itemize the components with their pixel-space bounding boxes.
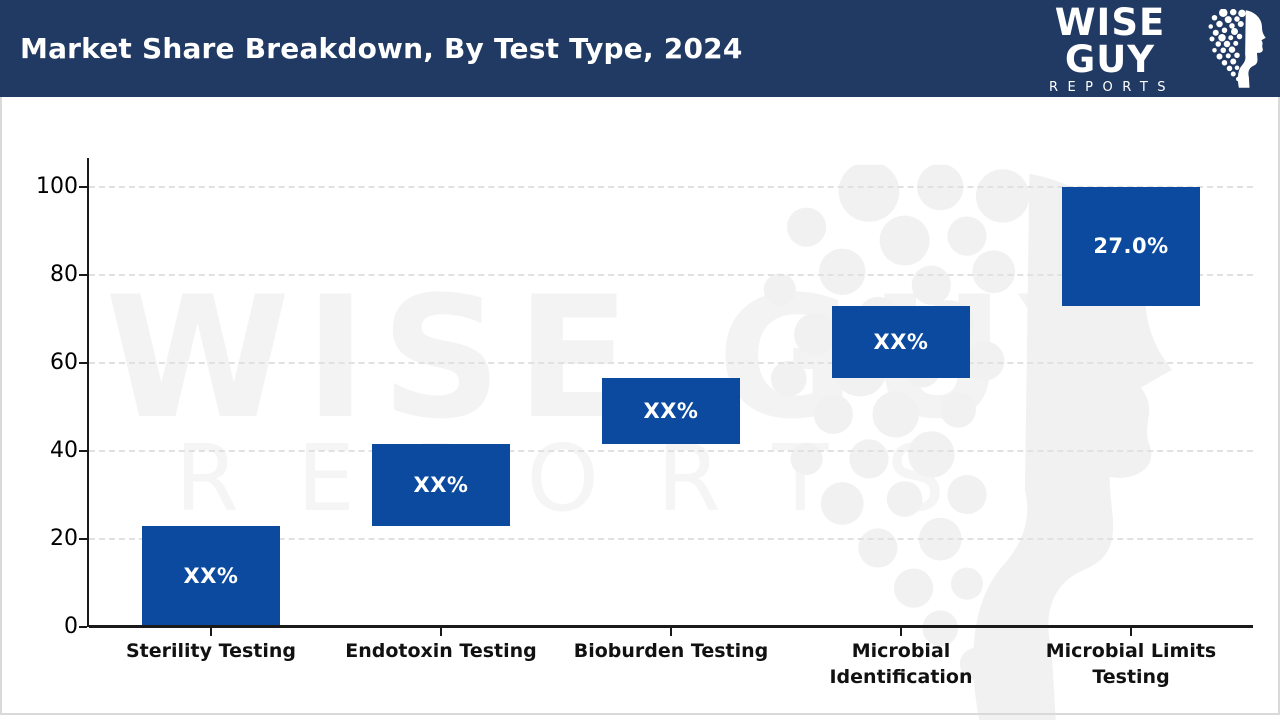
x-axis-label: Microbial Identification xyxy=(829,640,973,688)
bar-segment: XX% xyxy=(142,525,280,627)
y-gridline xyxy=(89,274,1253,276)
y-gridline xyxy=(89,362,1253,364)
x-axis-line xyxy=(89,625,1253,628)
x-tick-mark xyxy=(670,628,672,636)
x-axis-label: Endotoxin Testing xyxy=(345,640,537,662)
wise-guy-reports-logo: WISE GUY REPORTS xyxy=(1016,4,1266,95)
x-axis-label: Bioburden Testing xyxy=(573,640,769,662)
y-tick-mark xyxy=(79,538,87,540)
bar-value-label: 27.0% xyxy=(1093,234,1169,259)
y-tick-label: 60 xyxy=(50,350,78,375)
logo-subtext: REPORTS xyxy=(1048,79,1176,95)
x-axis-label: Microbial Limits Testing xyxy=(1045,640,1217,688)
bar-segment: XX% xyxy=(602,378,740,445)
bar-value-label: XX% xyxy=(873,330,929,355)
y-gridline xyxy=(89,450,1253,452)
header-bar: Market Share Breakdown, By Test Type, 20… xyxy=(0,0,1280,97)
y-tick-label: 0 xyxy=(64,614,78,639)
y-gridline xyxy=(89,538,1253,540)
x-tick-mark xyxy=(210,628,212,636)
bar-value-label: XX% xyxy=(183,564,239,589)
y-tick-label: 100 xyxy=(36,174,78,199)
bar-segment: XX% xyxy=(372,444,510,526)
bar-segment: XX% xyxy=(832,305,970,379)
y-tick-mark xyxy=(79,186,87,188)
y-axis-line xyxy=(87,158,89,627)
x-tick-mark xyxy=(900,628,902,636)
bar-value-label: XX% xyxy=(413,473,469,498)
y-gridline xyxy=(89,186,1253,188)
plot-area: XX% XX% XX% XX% 27.0% xyxy=(89,160,1253,627)
y-tick-label: 80 xyxy=(50,262,78,287)
y-tick-mark xyxy=(79,626,87,628)
y-tick-label: 40 xyxy=(50,438,78,463)
bar-value-label: XX% xyxy=(643,399,699,424)
y-tick-mark xyxy=(79,274,87,276)
logo-text: WISE GUY REPORTS xyxy=(1016,4,1204,95)
x-axis-label: Sterility Testing xyxy=(126,640,296,662)
bar-segment: 27.0% xyxy=(1062,187,1200,306)
y-tick-label: 20 xyxy=(50,526,78,551)
x-tick-mark xyxy=(1130,628,1132,636)
x-tick-mark xyxy=(440,628,442,636)
logo-wordmark: WISE GUY xyxy=(1054,0,1166,81)
y-tick-mark xyxy=(79,450,87,452)
y-tick-mark xyxy=(79,362,87,364)
chart-title: Market Share Breakdown, By Test Type, 20… xyxy=(20,32,743,65)
logo-head-icon xyxy=(1208,9,1266,89)
